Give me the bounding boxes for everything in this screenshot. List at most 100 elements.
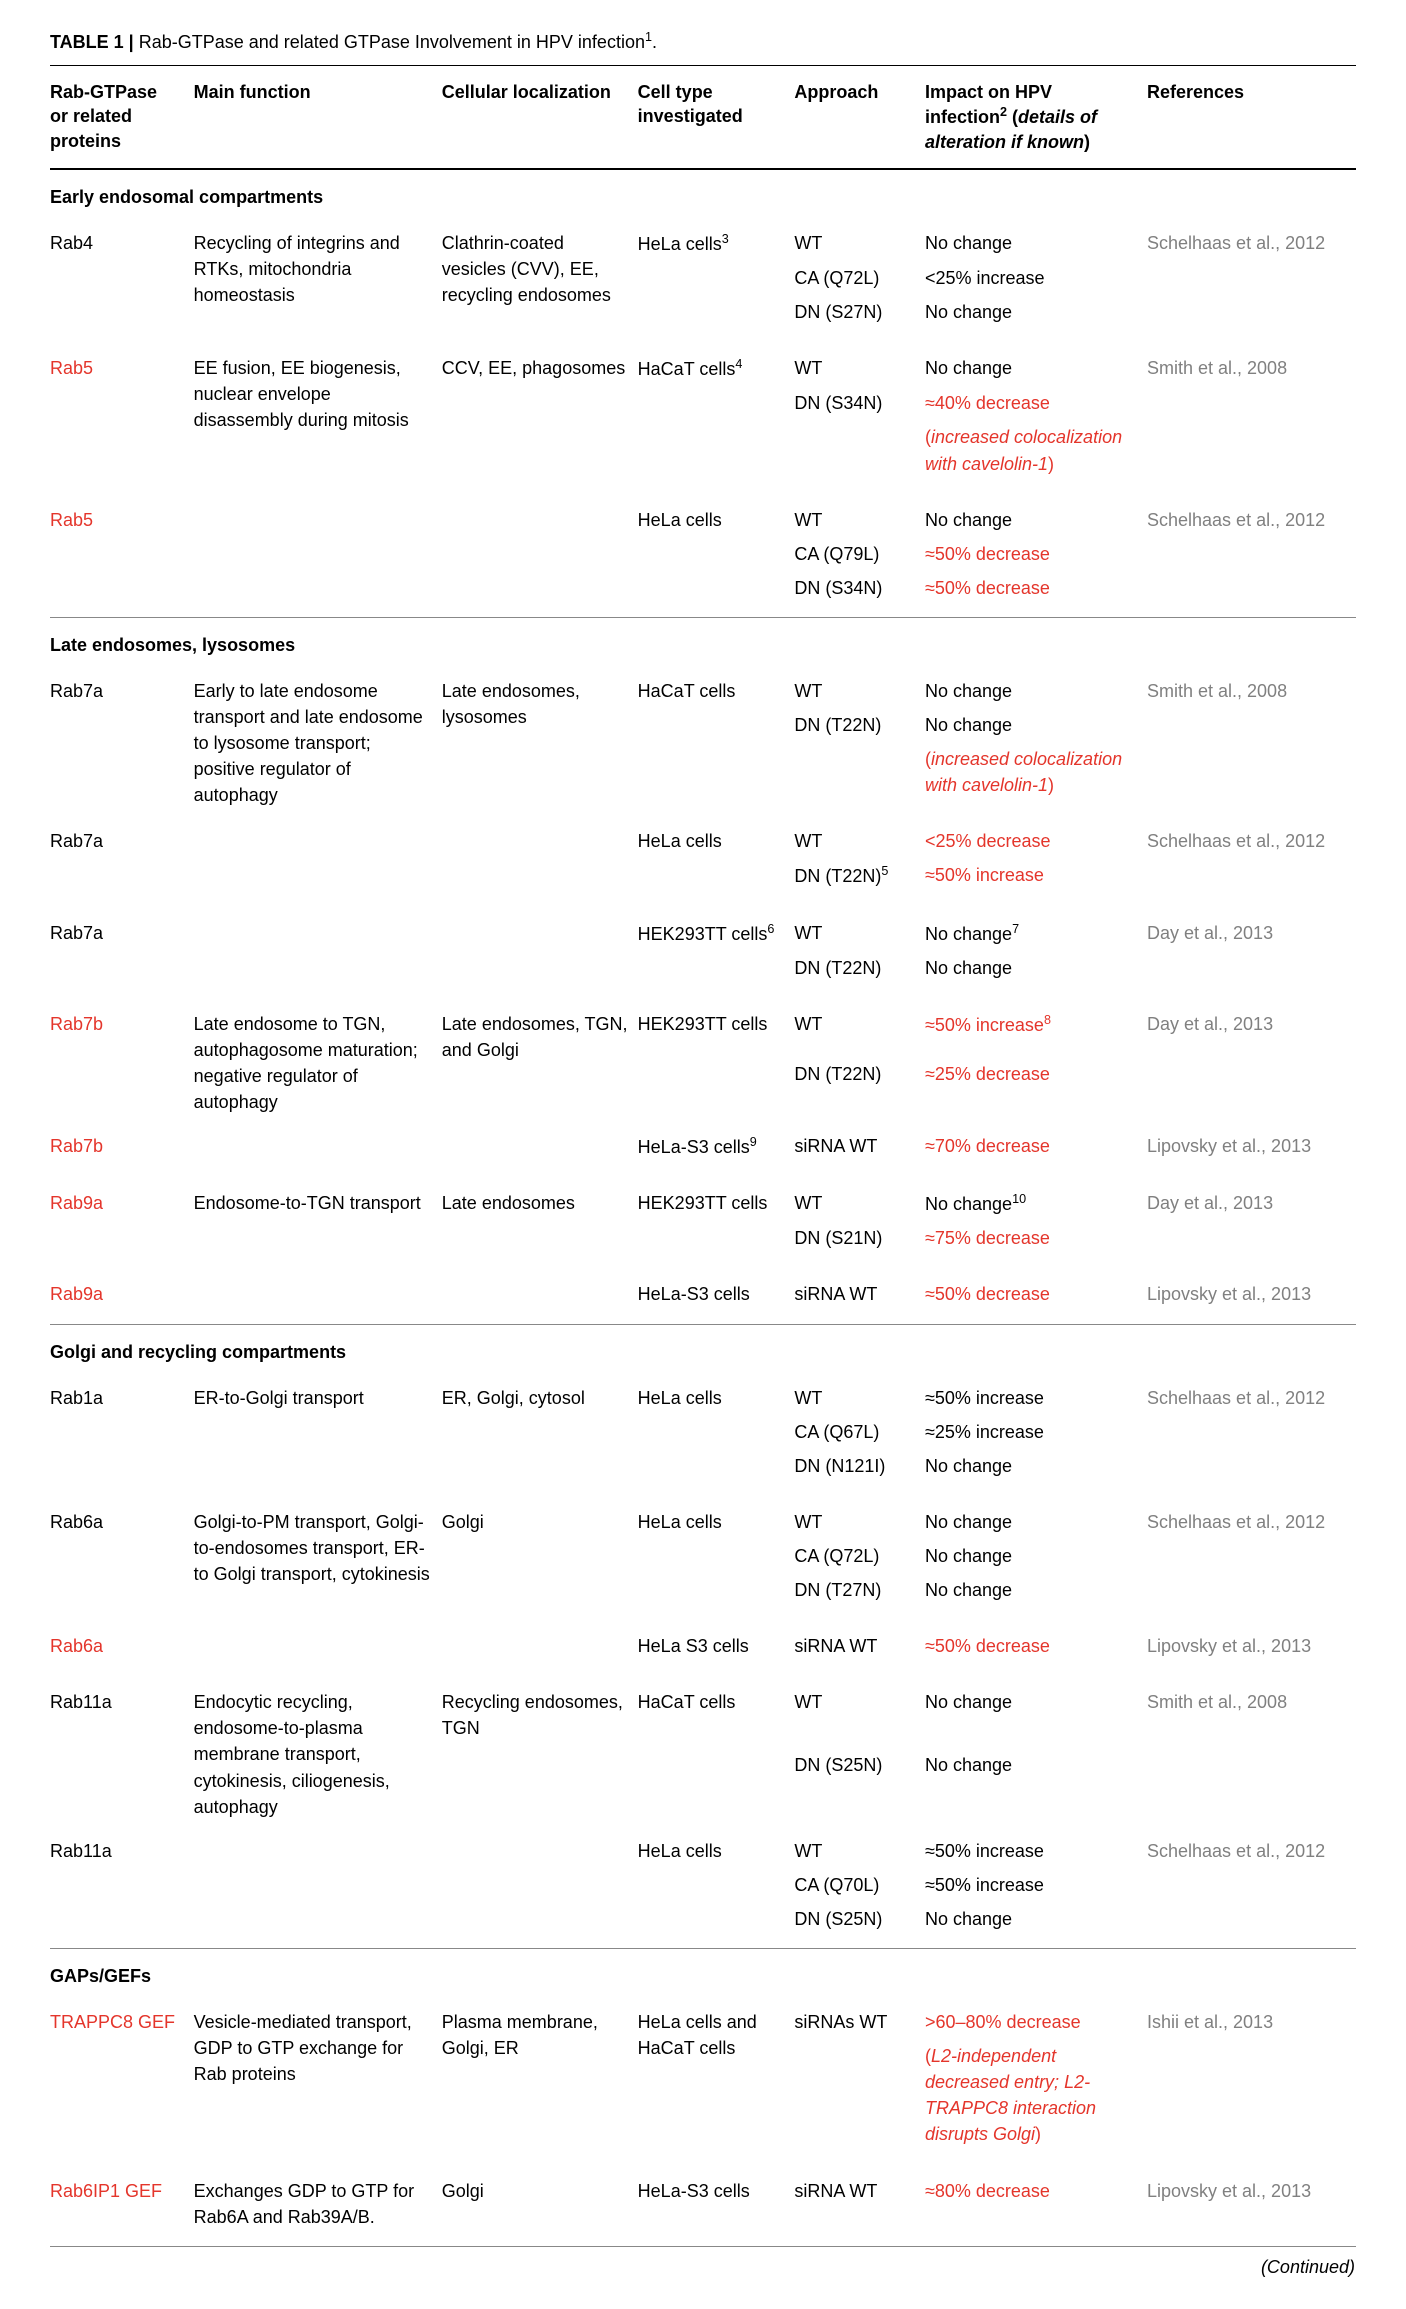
cell-impact: ≈75% decrease (925, 1221, 1147, 1267)
cell-impact: <25% increase (925, 261, 1147, 295)
cell-reference: Schelhaas et al., 2012 (1147, 1824, 1356, 1868)
cell-type: HEK293TT cells (638, 1176, 795, 1221)
table-row: Rab7a HeLa cells WT <25% decrease Schelh… (50, 814, 1356, 858)
cell-impact-detail: (increased colocalization with cavelolin… (925, 420, 1147, 492)
th-approach: Approach (794, 66, 925, 169)
cell-approach: DN (S25N) (794, 1902, 925, 1949)
protein-name: Rab4 (50, 216, 194, 261)
cell-function: Golgi-to-PM transport, Golgi-to-endosome… (194, 1495, 442, 1619)
cell-reference: Ishii et al., 2013 (1147, 1995, 1356, 2039)
cell-approach: siRNA WT (794, 1267, 925, 1324)
table-row: Rab11a Endocytic recycling, endosome-to-… (50, 1675, 1356, 1748)
cell-type: HeLa cells (638, 493, 795, 537)
protein-name: Rab7a (50, 664, 194, 708)
cell-impact: ≈50% increase (925, 1824, 1147, 1868)
table-row: Rab4 Recycling of integrins and RTKs, mi… (50, 216, 1356, 261)
cell-type: HaCaT cells4 (638, 341, 795, 386)
cell-type: HeLa cells (638, 814, 795, 858)
cell-approach: WT (794, 906, 925, 951)
cell-localization: CCV, EE, phagosomes (442, 341, 638, 492)
cell-impact: ≈40% decrease (925, 386, 1147, 420)
protein-name: Rab7a (50, 906, 194, 951)
table-title: TABLE 1 | Rab-GTPase and related GTPase … (50, 30, 1356, 66)
cell-reference: Day et al., 2013 (1147, 906, 1356, 951)
table-row: DN (T22N) No change (50, 951, 1356, 997)
table-row: CA (Q79L) ≈50% decrease (50, 537, 1356, 571)
cell-impact: No change (925, 1748, 1147, 1824)
cell-impact: No change10 (925, 1176, 1147, 1221)
cell-type: HeLa cells and HaCaT cells (638, 1995, 795, 2163)
th-protein: Rab-GTPase or related proteins (50, 66, 194, 169)
cell-type: HeLa-S3 cells (638, 1267, 795, 1324)
continued-label: (Continued) (50, 2246, 1356, 2279)
cell-reference: Lipovsky et al., 2013 (1147, 1267, 1356, 1324)
cell-type: HaCaT cells (638, 1675, 795, 1748)
cell-reference: Smith et al., 2008 (1147, 341, 1356, 386)
cell-impact: ≈50% increase (925, 1371, 1147, 1415)
section-late-endosomes: Late endosomes, lysosomes (50, 617, 1356, 664)
cell-impact: No change (925, 216, 1147, 261)
cell-localization: Recycling endosomes, TGN (442, 1675, 638, 1823)
cell-approach: WT (794, 997, 925, 1058)
main-table: Rab-GTPase or related proteins Main func… (50, 66, 1356, 2279)
cell-localization: Clathrin-coated vesicles (CVV), EE, recy… (442, 216, 638, 341)
protein-name: TRAPPC8 GEF (50, 1995, 194, 2039)
th-celltype: Cell type investigated (638, 66, 795, 169)
cell-approach: siRNA WT (794, 1619, 925, 1675)
cell-impact: No change (925, 951, 1147, 997)
table-row: Rab6a Golgi-to-PM transport, Golgi-to-en… (50, 1495, 1356, 1539)
protein-name: Rab7b (50, 1119, 194, 1176)
cell-approach: DN (T22N) (794, 708, 925, 742)
cell-impact: No change (925, 1573, 1147, 1619)
cell-impact: No change (925, 664, 1147, 708)
cell-impact: No change (925, 493, 1147, 537)
table-row: CA (Q67L) ≈25% increase (50, 1415, 1356, 1449)
table-row: Rab7a HEK293TT cells6 WT No change7 Day … (50, 906, 1356, 951)
cell-impact: ≈25% decrease (925, 1057, 1147, 1119)
cell-reference: Day et al., 2013 (1147, 1176, 1356, 1221)
section-golgi-recycling: Golgi and recycling compartments (50, 1324, 1356, 1371)
section-early-endosomal: Early endosomal compartments (50, 169, 1356, 216)
table-row: Rab7a Early to late endosome transport a… (50, 664, 1356, 708)
cell-approach: WT (794, 1824, 925, 1868)
cell-approach: DN (T27N) (794, 1573, 925, 1619)
protein-name: Rab6a (50, 1619, 194, 1675)
cell-impact: ≈50% increase (925, 1868, 1147, 1902)
cell-approach: WT (794, 1495, 925, 1539)
cell-approach: DN (T22N) (794, 951, 925, 997)
cell-reference: Lipovsky et al., 2013 (1147, 1619, 1356, 1675)
cell-reference: Smith et al., 2008 (1147, 664, 1356, 708)
cell-approach: CA (Q72L) (794, 1539, 925, 1573)
table-row: DN (S25N) No change (50, 1902, 1356, 1949)
cell-localization: ER, Golgi, cytosol (442, 1371, 638, 1415)
cell-type: HeLa cells (638, 1824, 795, 1868)
cell-approach: DN (S34N) (794, 386, 925, 420)
protein-name: Rab11a (50, 1675, 194, 1748)
cell-approach: DN (T22N) (794, 1057, 925, 1119)
cell-approach: WT (794, 341, 925, 386)
cell-type: HeLa-S3 cells (638, 2164, 795, 2247)
cell-impact: ≈70% decrease (925, 1119, 1147, 1176)
cell-function: Exchanges GDP to GTP for Rab6A and Rab39… (194, 2164, 442, 2247)
title-prefix: TABLE 1 | (50, 32, 139, 52)
table-row: Rab7b Late endosome to TGN, autophagosom… (50, 997, 1356, 1058)
cell-approach: DN (S34N) (794, 571, 925, 618)
cell-approach: CA (Q72L) (794, 261, 925, 295)
table-row: Rab6a HeLa S3 cells siRNA WT ≈50% decrea… (50, 1619, 1356, 1675)
cell-approach: WT (794, 664, 925, 708)
protein-name: Rab7b (50, 997, 194, 1058)
cell-impact: ≈25% increase (925, 1415, 1147, 1449)
protein-name: Rab9a (50, 1267, 194, 1324)
cell-reference: Lipovsky et al., 2013 (1147, 1119, 1356, 1176)
cell-type: HeLa cells (638, 1371, 795, 1415)
cell-type: HeLa S3 cells (638, 1619, 795, 1675)
table-row: Rab5 HeLa cells WT No change Schelhaas e… (50, 493, 1356, 537)
cell-reference: Schelhaas et al., 2012 (1147, 1371, 1356, 1415)
cell-approach: siRNA WT (794, 2164, 925, 2247)
cell-function: ER-to-Golgi transport (194, 1371, 442, 1415)
protein-name: Rab5 (50, 341, 194, 386)
cell-impact: No change (925, 1539, 1147, 1573)
table-row: TRAPPC8 GEF Vesicle-mediated transport, … (50, 1995, 1356, 2039)
table-row: DN (N121I) No change (50, 1449, 1356, 1495)
protein-name: Rab9a (50, 1176, 194, 1221)
